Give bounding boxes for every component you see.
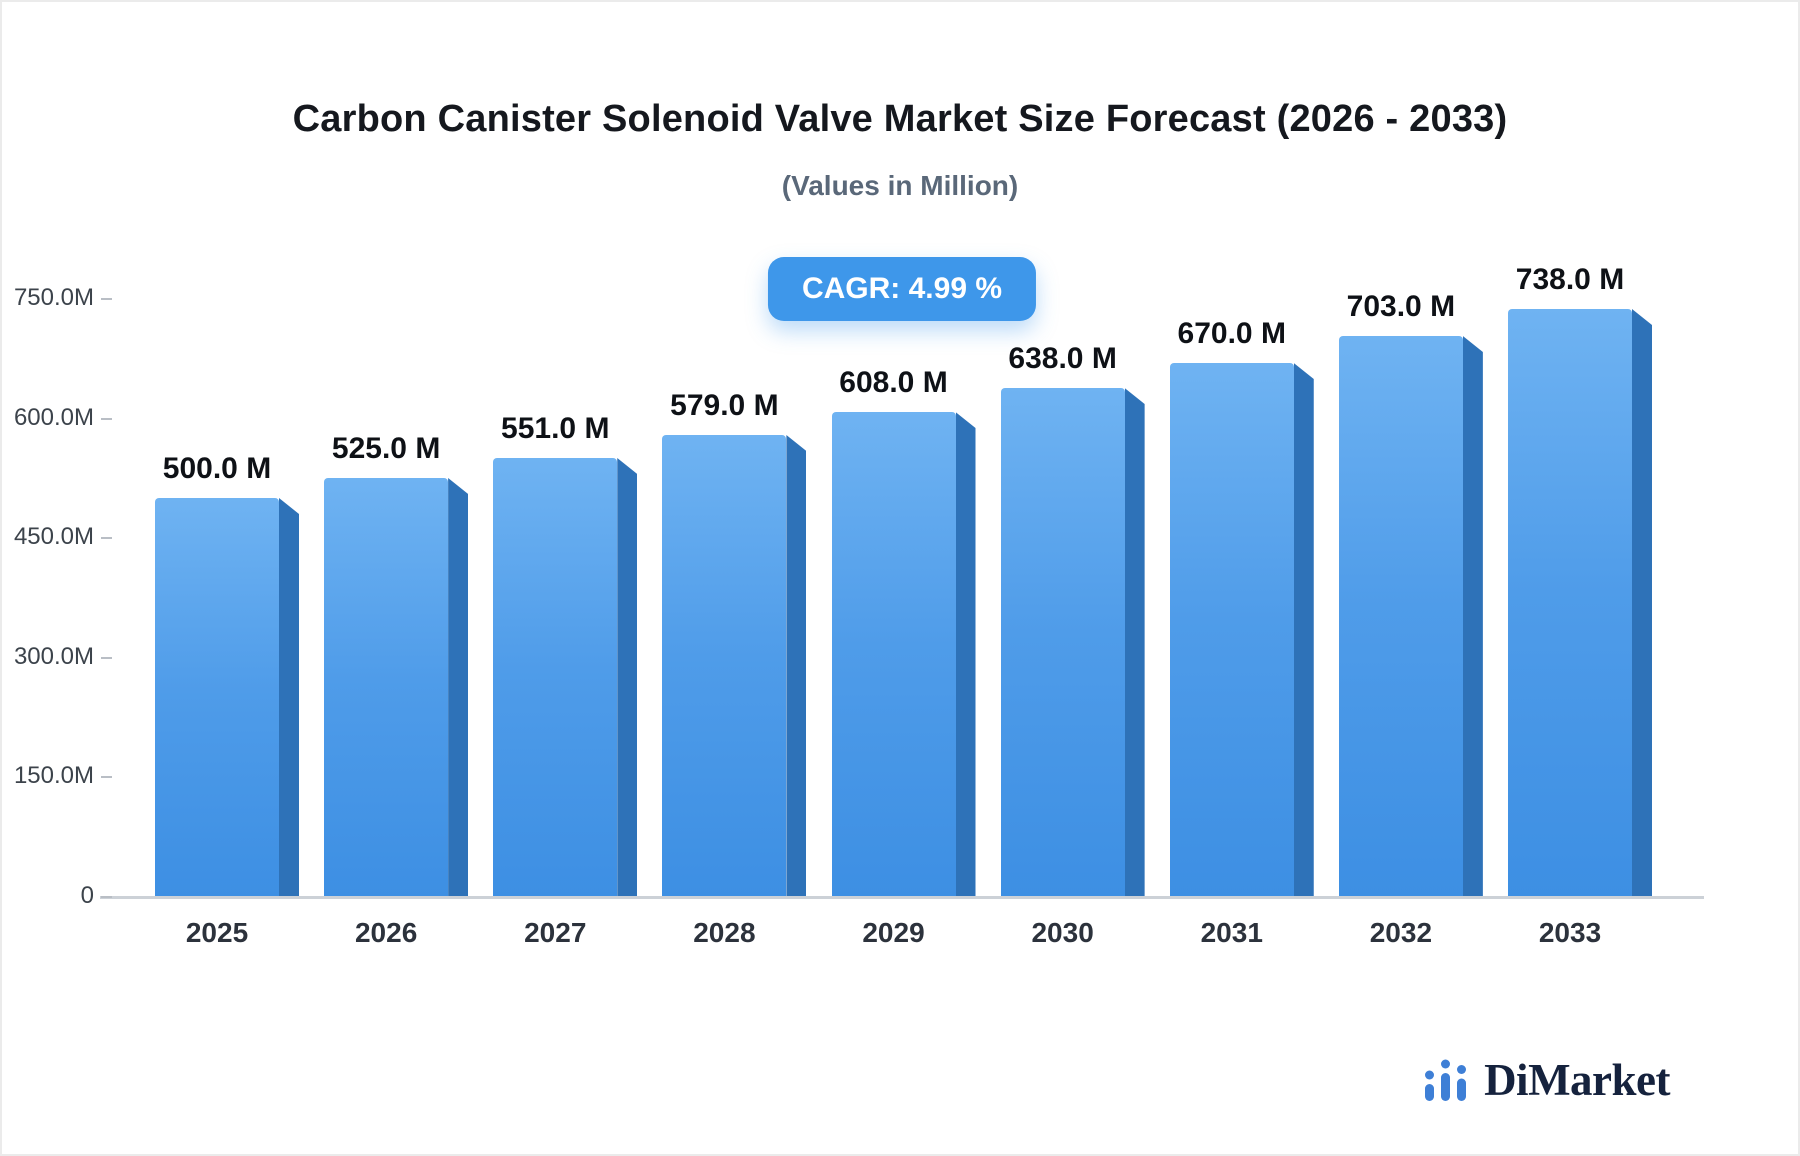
- bar-2026[interactable]: 525.0 M 2026: [324, 432, 469, 948]
- bar-side-face: [1632, 309, 1652, 897]
- bar-side-face: [955, 412, 976, 897]
- bar-side-face: [617, 458, 638, 897]
- brand-logo: DiMarket: [1420, 1054, 1670, 1106]
- bar-group: 525.0 M 2026: [324, 432, 469, 948]
- bar-value-label: 638.0 M: [1008, 342, 1117, 375]
- y-axis-label: 450.0M: [13, 523, 94, 551]
- bar-front-face: [1000, 388, 1125, 897]
- y-axis-tick: [101, 656, 112, 659]
- bar-front-face: [493, 458, 618, 897]
- bar-front-face: [1338, 336, 1463, 897]
- bar-group: 738.0 M 2033: [1508, 263, 1652, 948]
- x-axis-label: 2029: [862, 917, 925, 948]
- bar-side-face: [786, 435, 807, 897]
- bar-side-face: [1124, 388, 1145, 897]
- bar-group: 500.0 M 2025: [155, 452, 299, 948]
- brand-name: DiMarket: [1484, 1055, 1670, 1105]
- y-axis-tick: [101, 298, 112, 300]
- bar-group: 608.0 M 2029: [831, 366, 976, 948]
- bar-value-label: 551.0 M: [501, 412, 610, 445]
- cagr-badge: CAGR: 4.99 %: [767, 257, 1037, 321]
- y-axis-label: 750.0M: [13, 284, 94, 311]
- bar-2029[interactable]: 608.0 M 2029: [831, 366, 976, 948]
- bar-front-face: [1169, 363, 1294, 897]
- bar-side-face: [1462, 336, 1483, 897]
- bar-side-face: [1293, 363, 1314, 897]
- chart-subtitle: (Values in Million): [781, 170, 1019, 201]
- bar-value-label: 608.0 M: [839, 366, 948, 399]
- bar-2032[interactable]: 703.0 M 2032: [1338, 290, 1483, 948]
- bar-value-label: 579.0 M: [670, 389, 779, 422]
- plot-area: 500.0 M 2025 525.0 M 2026 551.0 M 2027 579.0 M…: [117, 263, 1682, 948]
- y-axis-label: 600.0M: [13, 403, 94, 431]
- x-axis-label: 2028: [693, 917, 756, 948]
- cagr-label: CAGR: 4.99 %: [801, 272, 1003, 305]
- x-axis-label: 2031: [1200, 917, 1263, 948]
- bar-front-face: [324, 478, 449, 897]
- bar-front-face: [831, 412, 956, 897]
- bar-value-label: 738.0 M: [1515, 263, 1625, 296]
- x-axis-label: 2025: [185, 917, 249, 948]
- y-axis-tick: [101, 776, 112, 779]
- y-axis-tick: [101, 417, 112, 420]
- bar-front-face: [1508, 309, 1632, 897]
- x-axis-label: 2030: [1031, 917, 1094, 948]
- bar-value-label: 525.0 M: [331, 432, 441, 465]
- brand-bar-chart-icon: [1425, 1059, 1467, 1101]
- y-axis-tick: [101, 896, 112, 898]
- y-axis-label: 0: [80, 882, 94, 909]
- y-axis-tick: [101, 537, 112, 540]
- bar-2025[interactable]: 500.0 M 2025: [155, 452, 299, 948]
- bar-group: 703.0 M 2032: [1338, 290, 1483, 948]
- x-axis-line: [100, 896, 1704, 899]
- bar-side-face: [448, 478, 469, 897]
- x-axis-label: 2027: [524, 917, 587, 948]
- x-axis-label: 2033: [1538, 917, 1602, 948]
- bar-value-label: 703.0 M: [1346, 290, 1456, 323]
- x-axis-label: 2032: [1369, 917, 1433, 948]
- bar-side-face: [279, 498, 299, 897]
- bar-2028[interactable]: 579.0 M 2028: [662, 389, 807, 948]
- bar-2033[interactable]: 738.0 M 2033: [1508, 263, 1652, 948]
- bar-group: 638.0 M 2030: [1000, 342, 1145, 948]
- x-axis-label: 2026: [354, 917, 418, 948]
- bar-front-face: [155, 498, 279, 897]
- bar-group: 551.0 M 2027: [493, 412, 638, 948]
- bar-value-label: 670.0 M: [1177, 317, 1286, 350]
- bar-value-label: 500.0 M: [162, 452, 272, 485]
- bar-2027[interactable]: 551.0 M 2027: [493, 412, 638, 948]
- y-axis-label: 300.0M: [13, 642, 94, 670]
- bar-group: 579.0 M 2028: [662, 389, 807, 948]
- bar-2030[interactable]: 638.0 M 2030: [1000, 342, 1145, 948]
- bar-front-face: [662, 435, 787, 897]
- y-axis-label: 150.0M: [13, 762, 94, 790]
- bar-group: 670.0 M 2031: [1169, 317, 1314, 948]
- chart-title: Carbon Canister Solenoid Valve Market Si…: [292, 98, 1508, 140]
- bar-2031[interactable]: 670.0 M 2031: [1169, 317, 1314, 948]
